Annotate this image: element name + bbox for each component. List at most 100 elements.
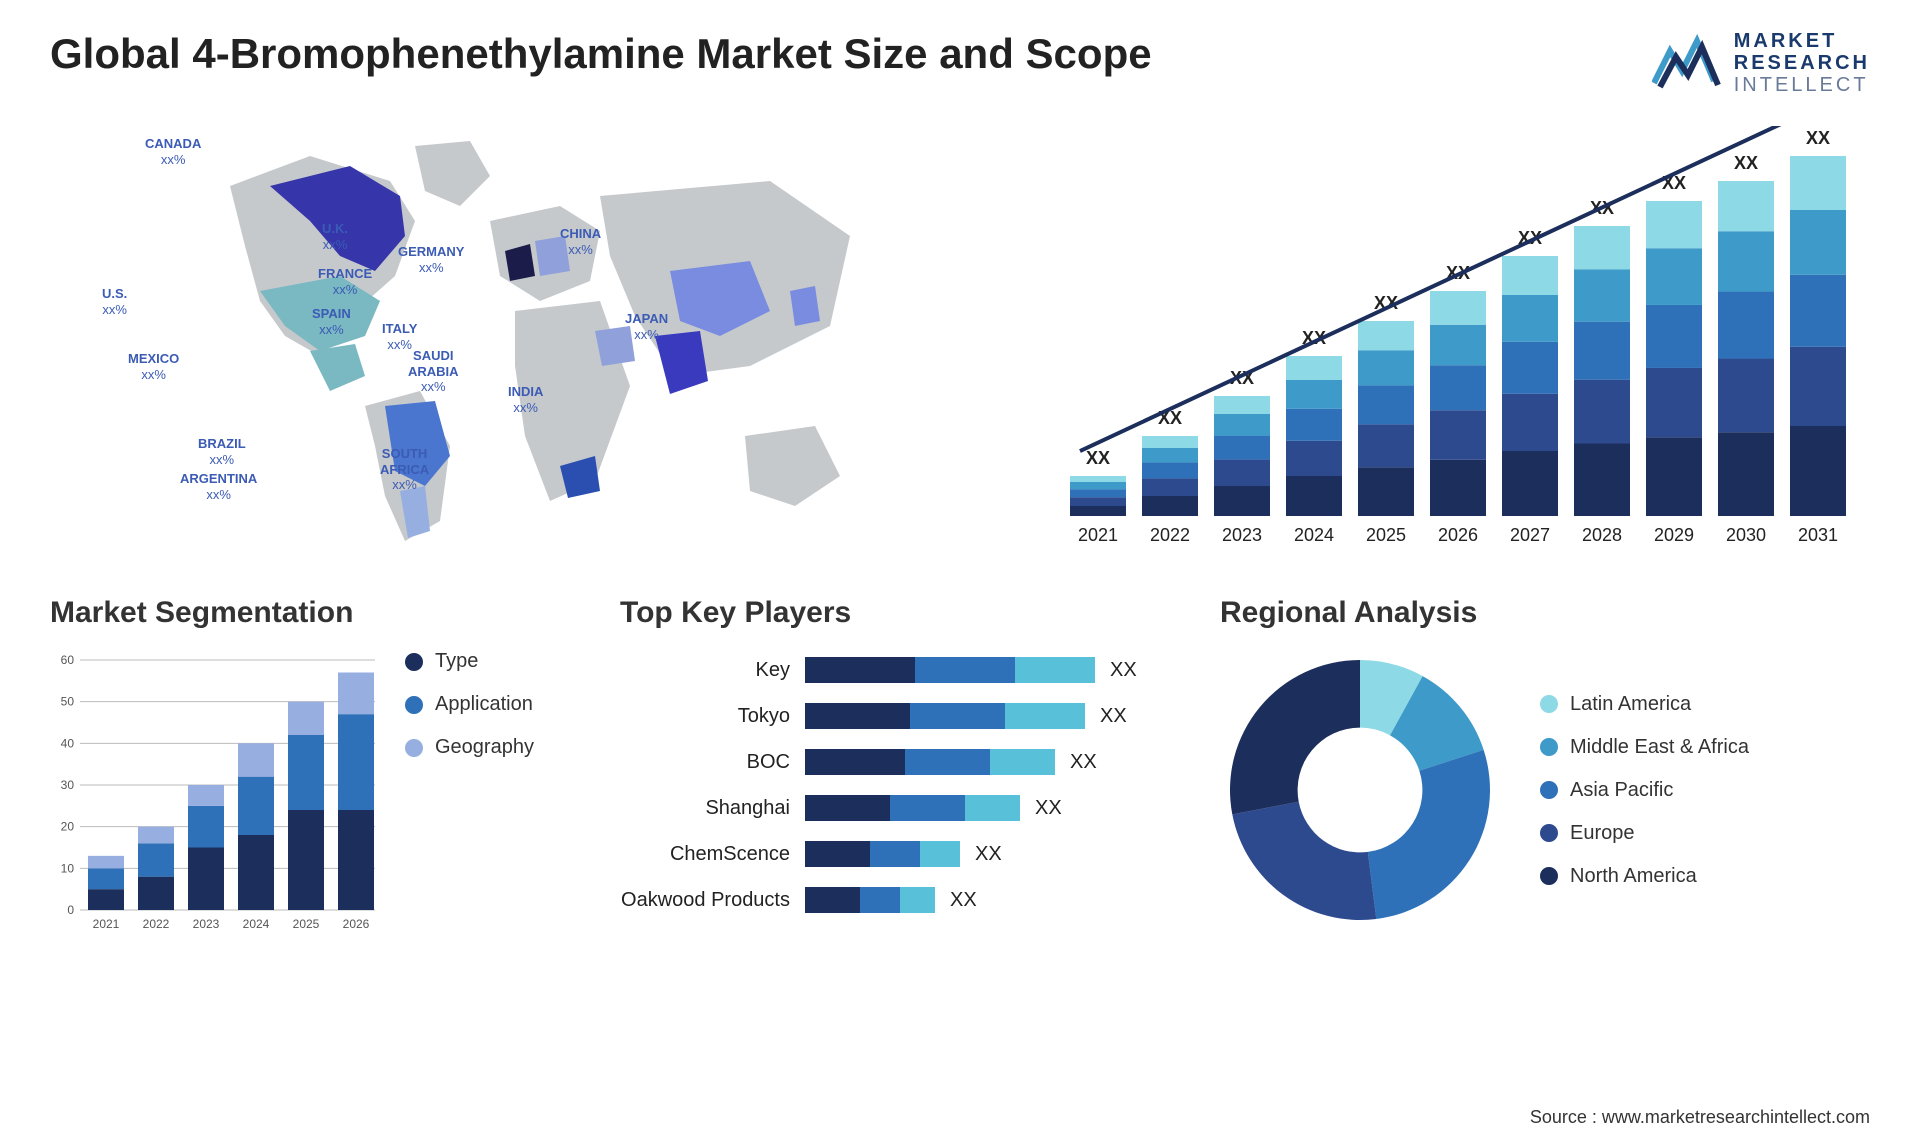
svg-text:40: 40 — [61, 736, 75, 750]
svg-text:2024: 2024 — [1294, 525, 1334, 545]
map-label: SOUTHAFRICAxx% — [380, 446, 429, 493]
map-label: BRAZILxx% — [198, 436, 246, 467]
map-label: MEXICOxx% — [128, 351, 179, 382]
brand-logo: MARKET RESEARCH INTELLECT — [1652, 30, 1870, 96]
svg-text:2023: 2023 — [193, 917, 220, 931]
map-label: U.S.xx% — [102, 286, 127, 317]
svg-text:50: 50 — [61, 695, 75, 709]
logo-line1: MARKET — [1734, 30, 1870, 52]
players-body: KeyXXTokyoXXBOCXXShanghaiXXChemScenceXXO… — [620, 650, 1180, 920]
player-bar — [805, 703, 1085, 729]
player-name: Oakwood Products — [620, 889, 790, 912]
player-row: Shanghai XX — [620, 788, 1180, 828]
logo-line3: INTELLECT — [1734, 74, 1870, 96]
top-row: CANADAxx% U.S.xx% MEXICOxx% BRAZILxx% ARGENT… — [50, 126, 1870, 546]
regional-panel: Regional Analysis Latin America Middle Ea… — [1220, 596, 1860, 940]
map-label: FRANCExx% — [318, 266, 372, 297]
map-label: ARGENTINAxx% — [180, 471, 257, 502]
svg-text:2025: 2025 — [293, 917, 320, 931]
segmentation-body: 0 10 20 30 40 50 60 2021 2022 2023 2024 2025 2026 Ty… — [50, 650, 580, 940]
svg-text:2029: 2029 — [1654, 525, 1694, 545]
player-value: XX — [975, 843, 1002, 866]
legend-item: Type — [405, 650, 534, 673]
map-label: U.K.xx% — [322, 221, 348, 252]
segmentation-title: Market Segmentation — [50, 596, 580, 630]
map-label: GERMANYxx% — [398, 244, 464, 275]
world-map: CANADAxx% U.S.xx% MEXICOxx% BRAZILxx% ARGENT… — [50, 126, 1010, 546]
svg-text:XX: XX — [1086, 448, 1110, 468]
player-name: Key — [620, 659, 790, 682]
player-name: BOC — [620, 751, 790, 774]
player-row: Tokyo XX — [620, 696, 1180, 736]
svg-text:2024: 2024 — [243, 917, 270, 931]
player-value: XX — [950, 889, 977, 912]
player-value: XX — [1110, 659, 1137, 682]
segmentation-chart: 0 10 20 30 40 50 60 2021 2022 2023 2024 2025 2026 — [50, 650, 380, 940]
bottom-row: Market Segmentation 0 10 20 30 40 50 60 2021 202… — [50, 596, 1870, 940]
svg-text:2021: 2021 — [1078, 525, 1118, 545]
svg-text:2026: 2026 — [343, 917, 370, 931]
svg-text:0: 0 — [67, 903, 74, 917]
player-row: Key XX — [620, 650, 1180, 690]
logo-line2: RESEARCH — [1734, 52, 1870, 74]
svg-text:2031: 2031 — [1798, 525, 1838, 545]
map-label: INDIAxx% — [508, 384, 543, 415]
svg-text:60: 60 — [61, 653, 75, 667]
growth-chart-svg: XX2021XX2022XX2023XX2024XX2025XX2026XX20… — [1050, 126, 1870, 546]
donut-chart — [1220, 650, 1500, 930]
player-name: Tokyo — [620, 705, 790, 728]
player-value: XX — [1070, 751, 1097, 774]
legend-item: Europe — [1540, 822, 1749, 845]
page-title: Global 4-Bromophenethylamine Market Size… — [50, 30, 1152, 78]
player-row: Oakwood Products XX — [620, 880, 1180, 920]
svg-text:2022: 2022 — [1150, 525, 1190, 545]
svg-text:2023: 2023 — [1222, 525, 1262, 545]
svg-text:XX: XX — [1734, 153, 1758, 173]
segmentation-legend: Type Application Geography — [405, 650, 534, 940]
players-title: Top Key Players — [620, 596, 1180, 630]
legend-item: Geography — [405, 736, 534, 759]
map-label: SAUDIARABIAxx% — [408, 348, 459, 395]
regional-legend: Latin America Middle East & Africa Asia Pa… — [1540, 693, 1749, 888]
segmentation-panel: Market Segmentation 0 10 20 30 40 50 60 2021 202… — [50, 596, 580, 940]
legend-item: Latin America — [1540, 693, 1749, 716]
player-value: XX — [1035, 797, 1062, 820]
regional-body: Latin America Middle East & Africa Asia Pa… — [1220, 650, 1860, 930]
svg-text:2027: 2027 — [1510, 525, 1550, 545]
svg-text:2026: 2026 — [1438, 525, 1478, 545]
regional-title: Regional Analysis — [1220, 596, 1860, 630]
segmentation-svg: 0 10 20 30 40 50 60 2021 2022 2023 2024 2025 2026 — [50, 650, 380, 940]
map-label: CHINAxx% — [560, 226, 601, 257]
map-label: SPAINxx% — [312, 306, 351, 337]
svg-text:XX: XX — [1806, 128, 1830, 148]
legend-item: Asia Pacific — [1540, 779, 1749, 802]
svg-text:2030: 2030 — [1726, 525, 1766, 545]
player-name: Shanghai — [620, 797, 790, 820]
logo-icon — [1652, 33, 1722, 93]
legend-item: Middle East & Africa — [1540, 736, 1749, 759]
player-bar — [805, 657, 1095, 683]
map-label: JAPANxx% — [625, 311, 668, 342]
player-bar — [805, 795, 1020, 821]
map-label: CANADAxx% — [145, 136, 201, 167]
player-bar — [805, 749, 1055, 775]
svg-text:30: 30 — [61, 778, 75, 792]
logo-text: MARKET RESEARCH INTELLECT — [1734, 30, 1870, 96]
svg-text:2022: 2022 — [143, 917, 170, 931]
svg-text:10: 10 — [61, 861, 75, 875]
svg-text:20: 20 — [61, 820, 75, 834]
player-value: XX — [1100, 705, 1127, 728]
svg-text:2025: 2025 — [1366, 525, 1406, 545]
legend-item: Application — [405, 693, 534, 716]
player-bar — [805, 841, 960, 867]
player-row: ChemScence XX — [620, 834, 1180, 874]
source-text: Source : www.marketresearchintellect.com — [1530, 1107, 1870, 1128]
legend-item: North America — [1540, 865, 1749, 888]
svg-text:2028: 2028 — [1582, 525, 1622, 545]
svg-text:2021: 2021 — [93, 917, 120, 931]
player-bar — [805, 887, 935, 913]
player-name: ChemScence — [620, 843, 790, 866]
header: Global 4-Bromophenethylamine Market Size… — [50, 30, 1870, 96]
players-panel: Top Key Players KeyXXTokyoXXBOCXXShangha… — [620, 596, 1180, 940]
growth-chart: XX2021XX2022XX2023XX2024XX2025XX2026XX20… — [1050, 126, 1870, 546]
